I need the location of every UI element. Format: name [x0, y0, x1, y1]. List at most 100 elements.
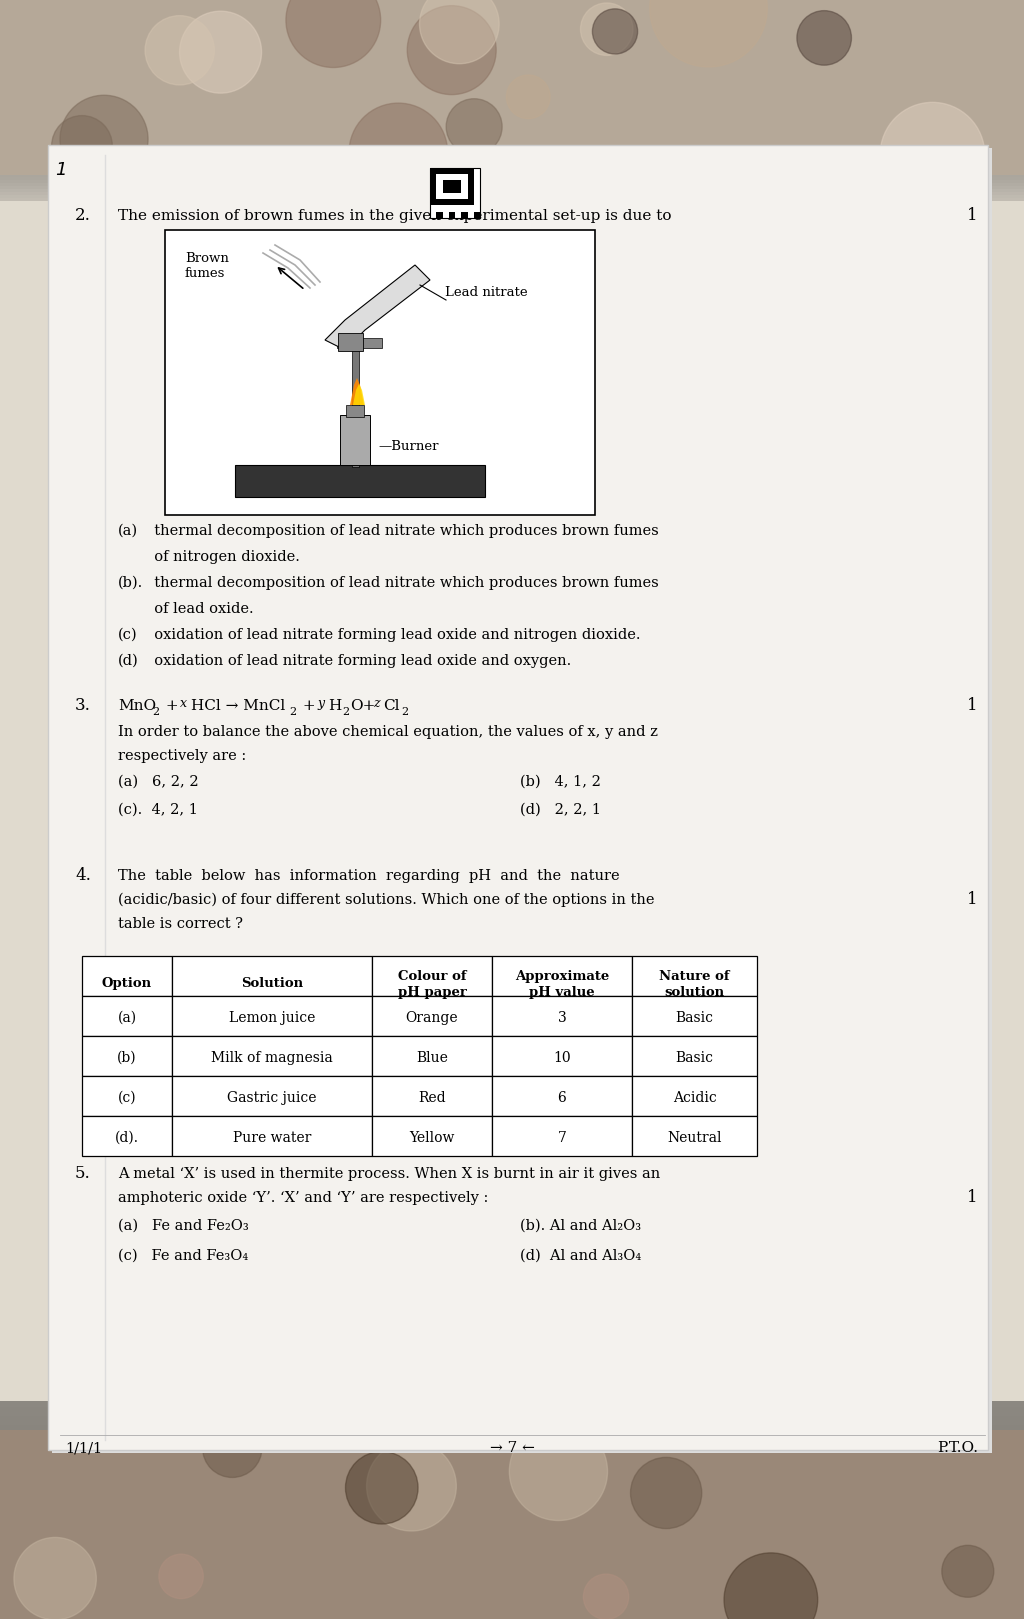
Bar	[0, 1146, 1024, 1149]
Bar	[0, 63, 1024, 66]
Text: 1/1/1: 1/1/1	[65, 1441, 102, 1455]
Text: pH paper: pH paper	[397, 986, 467, 999]
Circle shape	[724, 1553, 818, 1619]
Bar	[0, 661, 1024, 664]
Bar	[0, 847, 1024, 848]
Bar	[0, 1290, 1024, 1294]
Bar	[0, 513, 1024, 516]
Bar	[461, 199, 468, 206]
Bar	[632, 996, 757, 1036]
Bar	[0, 1196, 1024, 1200]
Bar	[0, 907, 1024, 908]
Circle shape	[179, 11, 261, 94]
Bar	[0, 1017, 1024, 1020]
Text: Cl: Cl	[383, 699, 399, 712]
Text: Brown: Brown	[185, 253, 229, 266]
Bar	[0, 1421, 1024, 1425]
Bar	[0, 471, 1024, 474]
Bar	[430, 186, 436, 193]
Bar	[0, 1051, 1024, 1052]
Text: Red: Red	[418, 1091, 445, 1106]
Bar	[0, 402, 1024, 405]
Bar	[474, 212, 480, 219]
Circle shape	[797, 11, 851, 65]
Bar	[0, 214, 1024, 215]
Bar	[0, 711, 1024, 714]
Bar	[0, 516, 1024, 520]
Bar	[0, 690, 1024, 693]
Bar	[0, 348, 1024, 351]
Bar	[0, 848, 1024, 852]
Text: (b).: (b).	[118, 576, 143, 589]
Bar	[0, 868, 1024, 869]
Circle shape	[420, 0, 499, 63]
Bar	[0, 981, 1024, 984]
Bar	[461, 168, 468, 175]
Bar	[0, 1077, 1024, 1080]
Bar	[0, 11, 1024, 15]
Bar	[0, 397, 1024, 398]
Bar	[0, 1519, 1024, 1520]
Bar	[430, 168, 480, 219]
Bar	[0, 798, 1024, 801]
Bar	[632, 1036, 757, 1077]
Bar	[0, 657, 1024, 661]
Bar	[0, 725, 1024, 729]
Bar	[0, 1072, 1024, 1073]
Bar	[0, 6, 1024, 10]
Bar	[0, 1298, 1024, 1302]
Bar	[0, 1260, 1024, 1263]
Bar	[0, 1554, 1024, 1557]
Text: (acidic/basic) of four different solutions. Which one of the options in the: (acidic/basic) of four different solutio…	[118, 892, 654, 907]
Bar	[0, 282, 1024, 285]
Bar	[0, 53, 1024, 57]
Bar	[0, 436, 1024, 439]
Bar	[0, 1582, 1024, 1583]
Bar	[0, 1277, 1024, 1281]
Text: oxidation of lead nitrate forming lead oxide and nitrogen dioxide.: oxidation of lead nitrate forming lead o…	[145, 628, 640, 643]
Bar	[0, 903, 1024, 907]
Bar	[0, 1224, 1024, 1227]
Bar	[0, 622, 1024, 623]
Bar	[0, 1294, 1024, 1295]
Bar	[0, 429, 1024, 432]
Bar	[0, 419, 1024, 423]
Bar	[0, 193, 1024, 194]
Bar	[0, 1094, 1024, 1098]
Bar	[0, 36, 1024, 39]
Bar	[0, 1221, 1024, 1224]
Bar	[0, 717, 1024, 720]
Bar	[0, 1031, 1024, 1035]
Bar	[0, 1035, 1024, 1038]
Bar	[0, 1026, 1024, 1030]
Bar	[0, 900, 1024, 903]
Bar	[0, 0, 1024, 175]
Bar	[0, 1530, 1024, 1533]
Bar	[172, 996, 372, 1036]
Bar	[0, 1256, 1024, 1260]
Text: 5.: 5.	[75, 1166, 91, 1182]
Bar	[0, 939, 1024, 942]
Bar	[0, 1266, 1024, 1269]
Bar	[0, 165, 1024, 168]
Text: 1: 1	[968, 207, 978, 223]
Bar	[0, 1604, 1024, 1608]
Text: P.T.O.: P.T.O.	[937, 1441, 978, 1455]
Bar	[0, 601, 1024, 602]
Bar	[0, 960, 1024, 963]
Text: 1: 1	[968, 890, 978, 908]
Bar	[0, 756, 1024, 759]
Bar	[0, 168, 1024, 172]
Bar	[0, 342, 1024, 345]
Bar	[0, 1056, 1024, 1059]
Bar	[0, 154, 1024, 155]
Polygon shape	[325, 266, 430, 350]
Text: H: H	[328, 699, 341, 712]
Bar	[0, 384, 1024, 387]
Bar	[0, 377, 1024, 380]
Bar	[0, 858, 1024, 861]
Bar	[449, 212, 455, 219]
Bar	[0, 1375, 1024, 1378]
Bar	[430, 180, 436, 186]
Bar	[0, 215, 1024, 219]
